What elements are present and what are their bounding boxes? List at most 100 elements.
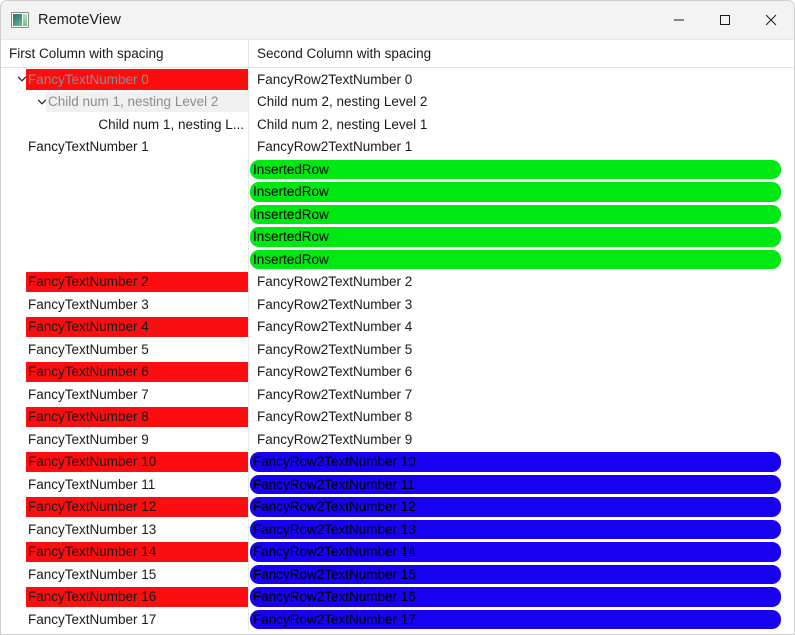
cell-second-column[interactable]: FancyRow2TextNumber 15 [249, 563, 794, 586]
cell-first-column[interactable]: FancyTextNumber 0 [1, 68, 249, 91]
cell-first-column[interactable] [1, 225, 249, 248]
inserted-row-pill[interactable]: InsertedRow [250, 227, 781, 247]
cell-first-column[interactable] [1, 158, 249, 181]
cell-first-column[interactable]: FancyTextNumber 2 [1, 270, 249, 293]
table-row[interactable]: FancyTextNumber 3 FancyRow2TextNumber 3 [1, 293, 794, 316]
table-row[interactable]: InsertedRow [1, 158, 794, 181]
minimize-icon[interactable] [656, 1, 702, 39]
cell-second-column[interactable]: FancyRow2TextNumber 11 [249, 473, 794, 496]
table-row[interactable]: InsertedRow [1, 180, 794, 204]
inserted-row-pill[interactable]: InsertedRow [250, 159, 781, 179]
cell-second-column[interactable]: FancyRow2TextNumber 9 [249, 428, 794, 451]
cell-first-column[interactable]: FancyTextNumber 12 [1, 495, 249, 518]
cell-first-column[interactable]: FancyTextNumber 5 [1, 338, 249, 361]
cell-second-column[interactable]: FancyRow2TextNumber 16 [249, 586, 794, 609]
cell-first-column[interactable] [1, 248, 249, 271]
window-title: RemoteView [38, 12, 121, 28]
cell-second-column[interactable]: FancyRow2TextNumber 2 [249, 271, 794, 294]
close-icon[interactable] [748, 1, 794, 39]
table-row[interactable]: FancyTextNumber 5 FancyRow2TextNumber 5 [1, 338, 794, 361]
cell-second-column[interactable]: FancyRow2TextNumber 12 [249, 496, 794, 519]
cell-second-column[interactable]: InsertedRow [249, 181, 794, 204]
highlighted-row-pill[interactable]: FancyRow2TextNumber 12 [250, 497, 781, 517]
highlighted-row-pill[interactable]: FancyRow2TextNumber 14 [250, 542, 781, 562]
highlighted-row-pill[interactable]: FancyRow2TextNumber 10 [250, 452, 781, 472]
highlighted-row-pill[interactable]: FancyRow2TextNumber 16 [250, 587, 781, 607]
column-header-second[interactable]: Second Column with spacing [257, 46, 432, 61]
cell-second-column[interactable]: FancyRow2TextNumber 14 [249, 541, 794, 564]
table-row[interactable]: FancyTextNumber 1 FancyRow2TextNumber 1 [1, 135, 794, 159]
table-row[interactable]: FancyTextNumber 0 FancyRow2TextNumber 0 [1, 68, 794, 91]
cell-first-column[interactable]: FancyTextNumber 1 [1, 135, 249, 158]
cell-second-column[interactable]: FancyRow2TextNumber 4 [249, 316, 794, 339]
cell-second-column[interactable]: FancyRow2TextNumber 0 [249, 68, 794, 91]
title-bar[interactable]: RemoteView [1, 1, 794, 40]
cell-second-column[interactable]: InsertedRow [249, 203, 794, 226]
cell-first-column[interactable]: FancyTextNumber 16 [1, 585, 249, 608]
cell-first-column[interactable] [1, 203, 249, 226]
cell-second-column[interactable]: Child num 2, nesting Level 2 [249, 91, 794, 114]
table-row[interactable]: FancyTextNumber 2 FancyRow2TextNumber 2 [1, 270, 794, 294]
highlighted-row-pill[interactable]: FancyRow2TextNumber 15 [250, 564, 781, 584]
cell-first-column[interactable]: FancyTextNumber 11 [1, 473, 249, 496]
table-row[interactable]: FancyTextNumber 13 FancyRow2TextNumber 13 [1, 518, 794, 541]
chevron-down-icon[interactable] [15, 72, 29, 86]
table-row[interactable]: FancyTextNumber 17 FancyRow2TextNumber 17 [1, 608, 794, 631]
inserted-row-pill[interactable]: InsertedRow [250, 249, 781, 269]
data-grid-body[interactable]: FancyTextNumber 0 FancyRow2TextNumber 0 Ch… [1, 68, 794, 634]
cell-second-column[interactable]: InsertedRow [249, 248, 794, 271]
second-column-label: FancyRow2TextNumber 17 [253, 611, 416, 627]
table-row[interactable]: Child num 1, nesting L... Child num 2, ne… [1, 113, 794, 136]
cell-first-column[interactable]: FancyTextNumber 15 [1, 563, 249, 586]
table-row[interactable]: FancyTextNumber 14 FancyRow2TextNumber 14 [1, 540, 794, 564]
cell-second-column[interactable]: InsertedRow [249, 158, 794, 181]
table-row[interactable]: InsertedRow [1, 203, 794, 226]
cell-first-column[interactable]: FancyTextNumber 4 [1, 315, 249, 338]
cell-second-column[interactable]: FancyRow2TextNumber 1 [249, 136, 794, 159]
cell-first-column[interactable]: FancyTextNumber 7 [1, 383, 249, 406]
table-row[interactable]: FancyTextNumber 12 FancyRow2TextNumber 12 [1, 495, 794, 519]
cell-first-column[interactable]: FancyTextNumber 17 [1, 608, 249, 631]
table-row[interactable]: FancyTextNumber 7 FancyRow2TextNumber 7 [1, 383, 794, 406]
cell-first-column[interactable]: FancyTextNumber 13 [1, 518, 249, 541]
column-header-first[interactable]: First Column with spacing [1, 40, 249, 67]
table-row[interactable]: FancyTextNumber 11 FancyRow2TextNumber 11 [1, 473, 794, 496]
inserted-row-pill[interactable]: InsertedRow [250, 182, 781, 202]
inserted-row-pill[interactable]: InsertedRow [250, 204, 781, 224]
cell-first-column[interactable]: FancyTextNumber 9 [1, 428, 249, 451]
cell-second-column[interactable]: FancyRow2TextNumber 3 [249, 293, 794, 316]
highlighted-row-pill[interactable]: FancyRow2TextNumber 13 [250, 519, 781, 539]
maximize-icon[interactable] [702, 1, 748, 39]
table-row[interactable]: FancyTextNumber 15 FancyRow2TextNumber 15 [1, 563, 794, 586]
cell-first-column[interactable]: Child num 1, nesting Level 2 [1, 90, 249, 113]
cell-second-column[interactable]: InsertedRow [249, 226, 794, 249]
cell-second-column[interactable]: FancyRow2TextNumber 7 [249, 383, 794, 406]
chevron-down-icon[interactable] [35, 95, 49, 109]
table-row[interactable]: FancyTextNumber 8 FancyRow2TextNumber 8 [1, 405, 794, 429]
table-row[interactable]: InsertedRow [1, 225, 794, 249]
cell-second-column[interactable]: FancyRow2TextNumber 6 [249, 361, 794, 384]
second-column-label: FancyRow2TextNumber 9 [257, 431, 413, 447]
cell-second-column[interactable]: FancyRow2TextNumber 5 [249, 338, 794, 361]
cell-first-column[interactable] [1, 180, 249, 203]
cell-second-column[interactable]: FancyRow2TextNumber 8 [249, 406, 794, 429]
table-row[interactable]: FancyTextNumber 9 FancyRow2TextNumber 9 [1, 428, 794, 451]
table-row[interactable]: Child num 1, nesting Level 2 Child num 2,… [1, 90, 794, 114]
table-row[interactable]: FancyTextNumber 4 FancyRow2TextNumber 4 [1, 315, 794, 339]
cell-second-column[interactable]: FancyRow2TextNumber 10 [249, 451, 794, 474]
cell-second-column[interactable]: Child num 2, nesting Level 1 [249, 113, 794, 136]
cell-first-column[interactable]: FancyTextNumber 14 [1, 540, 249, 563]
cell-second-column[interactable]: FancyRow2TextNumber 13 [249, 518, 794, 541]
table-row[interactable]: FancyTextNumber 6 FancyRow2TextNumber 6 [1, 360, 794, 384]
cell-first-column[interactable]: FancyTextNumber 10 [1, 450, 249, 473]
cell-first-column[interactable]: Child num 1, nesting L... [1, 113, 249, 136]
highlighted-row-pill[interactable]: FancyRow2TextNumber 11 [250, 474, 781, 494]
cell-first-column[interactable]: FancyTextNumber 8 [1, 405, 249, 428]
table-row[interactable]: FancyTextNumber 10 FancyRow2TextNumber 10 [1, 450, 794, 474]
table-row[interactable]: FancyTextNumber 16 FancyRow2TextNumber 16 [1, 585, 794, 609]
cell-second-column[interactable]: FancyRow2TextNumber 17 [249, 608, 794, 631]
cell-first-column[interactable]: FancyTextNumber 6 [1, 360, 249, 383]
table-row[interactable]: InsertedRow [1, 248, 794, 271]
cell-first-column[interactable]: FancyTextNumber 3 [1, 293, 249, 316]
highlighted-row-pill[interactable]: FancyRow2TextNumber 17 [250, 609, 781, 629]
